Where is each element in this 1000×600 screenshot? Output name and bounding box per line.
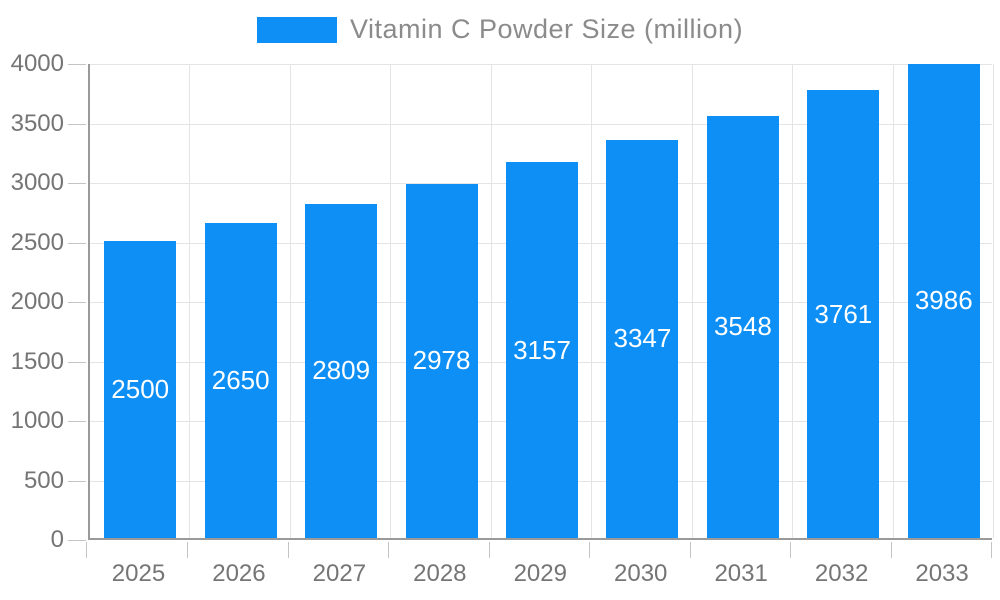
legend-swatch	[256, 16, 337, 43]
bar[interactable]: 2650	[204, 222, 277, 538]
grid-line-x	[490, 64, 492, 538]
x-axis-tick	[589, 542, 591, 558]
y-axis-tick	[68, 123, 86, 125]
bar[interactable]: 3548	[706, 115, 779, 538]
bar-value-label: 2809	[312, 355, 371, 386]
chart-legend[interactable]: Vitamin C Powder Size (million)	[0, 14, 1000, 45]
bar-value-label: 2978	[412, 345, 471, 376]
x-axis-label: 2025	[111, 560, 166, 587]
x-axis-label: 2032	[814, 560, 869, 587]
x-axis-tick	[790, 542, 792, 558]
x-axis-label: 2027	[312, 560, 367, 587]
x-axis-label: 2026	[212, 560, 266, 587]
grid-line-x	[993, 64, 994, 538]
plot-area: 2500 2650 2809 2978 3157 3347 3548 3761 3986	[88, 63, 994, 540]
y-axis-tick	[68, 480, 86, 482]
bar[interactable]: 2500	[104, 240, 177, 538]
grid-line-y	[90, 123, 992, 125]
bar-value-label: 3986	[914, 285, 973, 316]
x-axis-label: 2029	[513, 560, 567, 587]
bar[interactable]: 3347	[606, 139, 679, 538]
y-axis-tick	[68, 302, 86, 303]
y-axis-label: 4000	[10, 50, 64, 77]
bar[interactable]: 3986	[907, 63, 980, 538]
y-axis-label: 0	[50, 526, 64, 553]
bar-value-label: 2650	[211, 364, 270, 395]
grid-line-x	[691, 64, 693, 538]
y-axis-label: 500	[23, 466, 64, 494]
y-axis-label: 1500	[10, 347, 64, 375]
y-axis-tick	[68, 64, 86, 65]
y-axis-tick	[68, 361, 86, 363]
y-axis-tick	[68, 183, 86, 184]
grid-line-x	[189, 64, 191, 538]
y-axis-label: 2500	[10, 228, 64, 256]
bar-value-label: 3157	[513, 334, 571, 365]
y-axis-tick	[68, 540, 86, 541]
bar[interactable]: 3157	[506, 162, 578, 538]
legend-label: Vitamin C Powder Size (million)	[349, 14, 744, 44]
x-axis-tick	[388, 542, 390, 558]
y-axis-tick	[68, 421, 86, 422]
x-axis-label: 2028	[413, 560, 467, 587]
y-axis-tick	[68, 242, 86, 244]
x-axis-tick	[86, 542, 87, 558]
grid-line-x	[289, 64, 291, 538]
x-axis-tick	[187, 542, 189, 558]
x-axis-label: 2033	[915, 560, 969, 587]
x-axis-tick	[689, 542, 691, 558]
y-axis-label: 2000	[10, 288, 64, 315]
bar[interactable]: 2809	[305, 203, 378, 538]
y-axis-label: 3000	[10, 169, 64, 196]
x-axis-tick	[287, 542, 289, 558]
y-axis-label: 1000	[10, 407, 64, 434]
bar-value-label: 3548	[713, 311, 772, 342]
x-axis-tick	[488, 542, 490, 558]
bar-value-label: 3761	[814, 298, 873, 329]
bar-value-label: 3347	[613, 323, 672, 354]
grid-line-x	[390, 64, 392, 538]
grid-line-x	[892, 64, 894, 538]
bar[interactable]: 3761	[807, 90, 880, 538]
x-axis-label: 2031	[714, 560, 768, 587]
x-axis-tick	[890, 542, 892, 558]
x-axis-tick	[991, 542, 992, 558]
bar-value-label: 2500	[111, 373, 170, 404]
grid-line-y	[90, 64, 992, 65]
grid-line-x	[591, 64, 593, 538]
grid-line-x	[792, 64, 794, 538]
x-axis-label: 2030	[614, 560, 668, 587]
bar[interactable]: 2978	[405, 183, 478, 538]
y-axis-label: 3500	[10, 109, 64, 137]
